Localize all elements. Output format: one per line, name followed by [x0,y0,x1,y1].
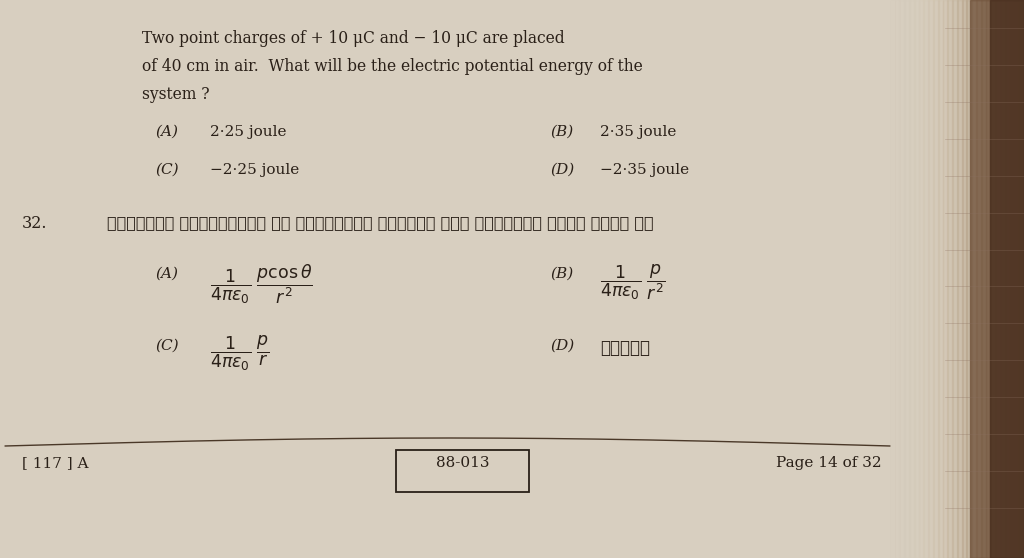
Bar [1000,0,1006,558]
Bar [1019,0,1024,558]
Text: −2·35 joule: −2·35 joule [600,163,689,177]
Bar [1015,0,1020,558]
Bar [942,0,948,558]
Bar [952,0,957,558]
Bar [972,0,977,558]
Bar [956,0,963,558]
Text: 2·35 joule: 2·35 joule [600,125,677,139]
Text: (D): (D) [550,339,574,353]
Bar [981,0,986,558]
Text: system ?: system ? [142,86,210,103]
Bar [995,0,1000,558]
Bar [885,0,891,558]
Text: Page 14 of 32: Page 14 of 32 [776,456,882,470]
Bar [913,0,920,558]
Bar [928,0,934,558]
Bar [962,0,968,558]
Text: 2·25 joule: 2·25 joule [210,125,287,139]
Text: शून्य: शून्य [600,339,650,357]
Bar [924,0,929,558]
Text: (B): (B) [550,125,573,139]
Bar [970,0,1024,558]
Bar [1010,0,1015,558]
Bar [1005,0,1011,558]
Bar [909,0,914,558]
Bar [947,0,953,558]
Text: 88-013: 88-013 [436,456,489,470]
Bar [919,0,925,558]
Text: (C): (C) [155,163,178,177]
Bar [938,0,943,558]
Text: of 40 cm in air.  What will be the electric potential energy of the: of 40 cm in air. What will be the electr… [142,58,643,75]
Bar [990,0,1024,558]
Bar [895,0,900,558]
Bar [904,0,909,558]
Text: −2·25 joule: −2·25 joule [210,163,299,177]
Bar [976,0,982,558]
Text: वैद्युत द्विध्रुव की निरक्षीय स्थिति में विद्युत विभव होता है: वैद्युत द्विध्रुव की निरक्षीय स्थिति में… [106,215,653,230]
Text: (A): (A) [155,125,178,139]
Text: $\dfrac{1}{4\pi\epsilon_0}\ \dfrac{p\cos\theta}{r^2}$: $\dfrac{1}{4\pi\epsilon_0}\ \dfrac{p\cos… [210,262,312,306]
Text: [ 117 ] A: [ 117 ] A [22,456,88,470]
Text: Two point charges of + 10 μC and − 10 μC are placed: Two point charges of + 10 μC and − 10 μC… [142,30,564,47]
Text: $\dfrac{1}{4\pi\epsilon_0}\ \dfrac{p}{r}$: $\dfrac{1}{4\pi\epsilon_0}\ \dfrac{p}{r}… [210,334,270,373]
Bar [986,0,991,558]
Bar [890,0,895,558]
Text: $\dfrac{1}{4\pi\epsilon_0}\ \dfrac{p}{r^2}$: $\dfrac{1}{4\pi\epsilon_0}\ \dfrac{p}{r^… [600,262,666,301]
Bar [933,0,939,558]
Text: (D): (D) [550,163,574,177]
Text: (A): (A) [155,267,178,281]
Text: (B): (B) [550,267,573,281]
Text: (C): (C) [155,339,178,353]
Bar [990,0,996,558]
Bar [967,0,972,558]
Bar [899,0,905,558]
Text: 32.: 32. [22,215,47,232]
